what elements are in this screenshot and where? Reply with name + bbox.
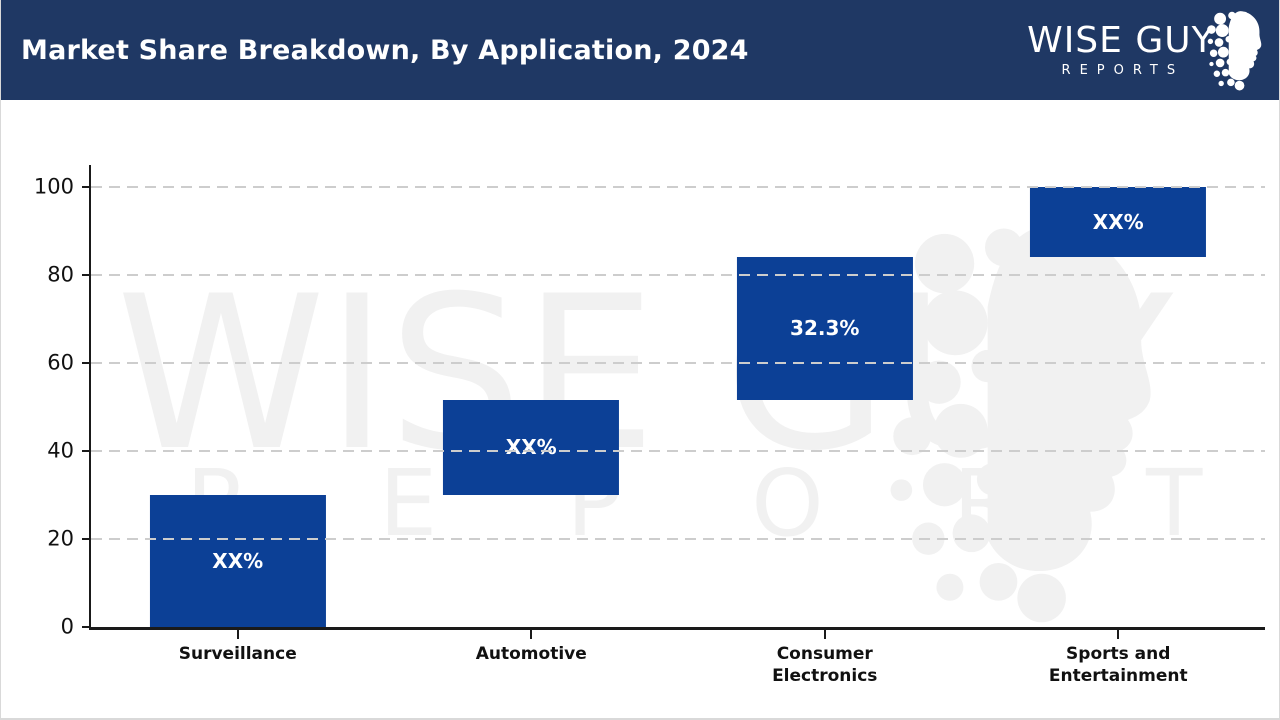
x-tick-consumer-electronics bbox=[823, 630, 826, 639]
chart-title: Market Share Breakdown, By Application, … bbox=[21, 34, 749, 66]
x-axis-label-sports-and-entertainment: Sports and Entertainment bbox=[1048, 644, 1188, 687]
y-tick-label-20: 20 bbox=[47, 526, 74, 551]
bar-consumer-electronics: 32.3% bbox=[736, 257, 913, 400]
bar-surveillance: XX% bbox=[149, 495, 326, 627]
y-tick-label-100: 100 bbox=[33, 174, 74, 199]
gridline-20 bbox=[91, 538, 1265, 540]
y-tick-label-40: 40 bbox=[47, 438, 74, 463]
plot-area: 0 20 40 60 80 100 XX% Surveillance XX% Automotive… bbox=[34, 165, 1265, 686]
y-tick-20 bbox=[82, 538, 91, 540]
y-tick-label-80: 80 bbox=[47, 262, 74, 287]
x-tick-surveillance bbox=[236, 630, 239, 639]
bar-value-label-sports-and-entertainment: XX% bbox=[1092, 210, 1144, 235]
x-axis-label-consumer-electronics: Consumer Electronics bbox=[772, 644, 878, 687]
wise-guy-face-icon bbox=[1206, 11, 1261, 91]
y-tick-label-60: 60 bbox=[47, 350, 74, 375]
bar-value-label-consumer-electronics: 32.3% bbox=[790, 316, 860, 341]
header-bar: Market Share Breakdown, By Application, … bbox=[1, 0, 1279, 100]
gridline-60 bbox=[91, 362, 1265, 365]
x-tick-sports-and-entertainment bbox=[1117, 630, 1120, 639]
y-tick-0 bbox=[82, 626, 91, 628]
y-tick-40 bbox=[82, 450, 91, 452]
x-axis-label-surveillance: Surveillance bbox=[178, 644, 297, 664]
bar-automotive: XX% bbox=[443, 399, 620, 495]
brand-subtitle: REPORTS bbox=[1061, 63, 1185, 78]
y-tick-80 bbox=[82, 274, 91, 276]
x-tick-automotive bbox=[530, 630, 533, 639]
gridline-80 bbox=[91, 274, 1265, 276]
brand-name: WISE GUY bbox=[1027, 20, 1215, 61]
gridline-100 bbox=[91, 186, 1265, 188]
y-tick-100 bbox=[82, 186, 91, 188]
bar-sports-and-entertainment: XX% bbox=[1030, 187, 1207, 258]
x-axis-label-automotive: Automotive bbox=[475, 644, 587, 664]
bar-value-label-automotive: XX% bbox=[505, 435, 557, 460]
gridline-40 bbox=[91, 450, 1265, 452]
y-tick-60 bbox=[82, 362, 91, 365]
bar-value-label-surveillance: XX% bbox=[212, 549, 264, 573]
brand-logo: WISE GUY REPORTS bbox=[1027, 9, 1265, 91]
brand-logo-text: WISE GUY REPORTS bbox=[1027, 20, 1215, 78]
y-tick-label-0: 0 bbox=[60, 614, 74, 639]
